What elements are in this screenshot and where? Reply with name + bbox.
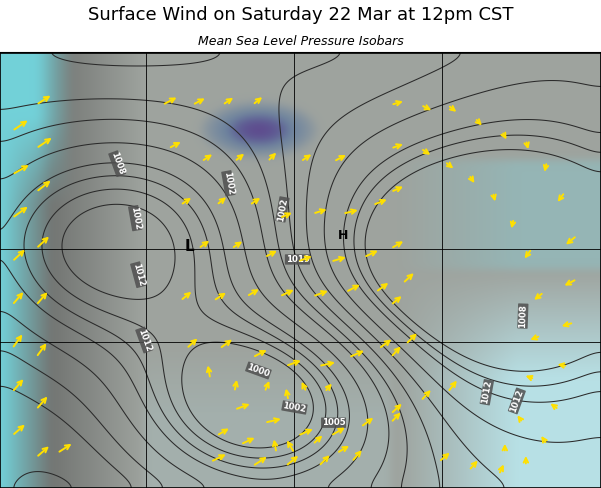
Text: 1002: 1002: [282, 401, 307, 414]
Text: Surface Wind on Saturday 22 Mar at 12pm CST: Surface Wind on Saturday 22 Mar at 12pm …: [88, 6, 513, 24]
Text: H: H: [337, 229, 348, 242]
Text: Mean Sea Level Pressure Isobars: Mean Sea Level Pressure Isobars: [198, 35, 403, 48]
Text: 1002: 1002: [129, 205, 142, 231]
Text: 1012: 1012: [508, 388, 525, 414]
Text: 1002: 1002: [276, 197, 289, 222]
Text: 1008: 1008: [109, 151, 126, 176]
Text: 1002: 1002: [222, 171, 235, 196]
Text: L: L: [185, 239, 194, 254]
Text: 1000: 1000: [246, 362, 271, 379]
Text: 1019: 1019: [285, 255, 310, 264]
Text: 1012: 1012: [480, 380, 493, 405]
Text: 1005: 1005: [322, 418, 346, 427]
Text: 1008: 1008: [518, 304, 528, 328]
Text: 1012: 1012: [136, 327, 153, 353]
Text: 1012: 1012: [131, 262, 145, 287]
